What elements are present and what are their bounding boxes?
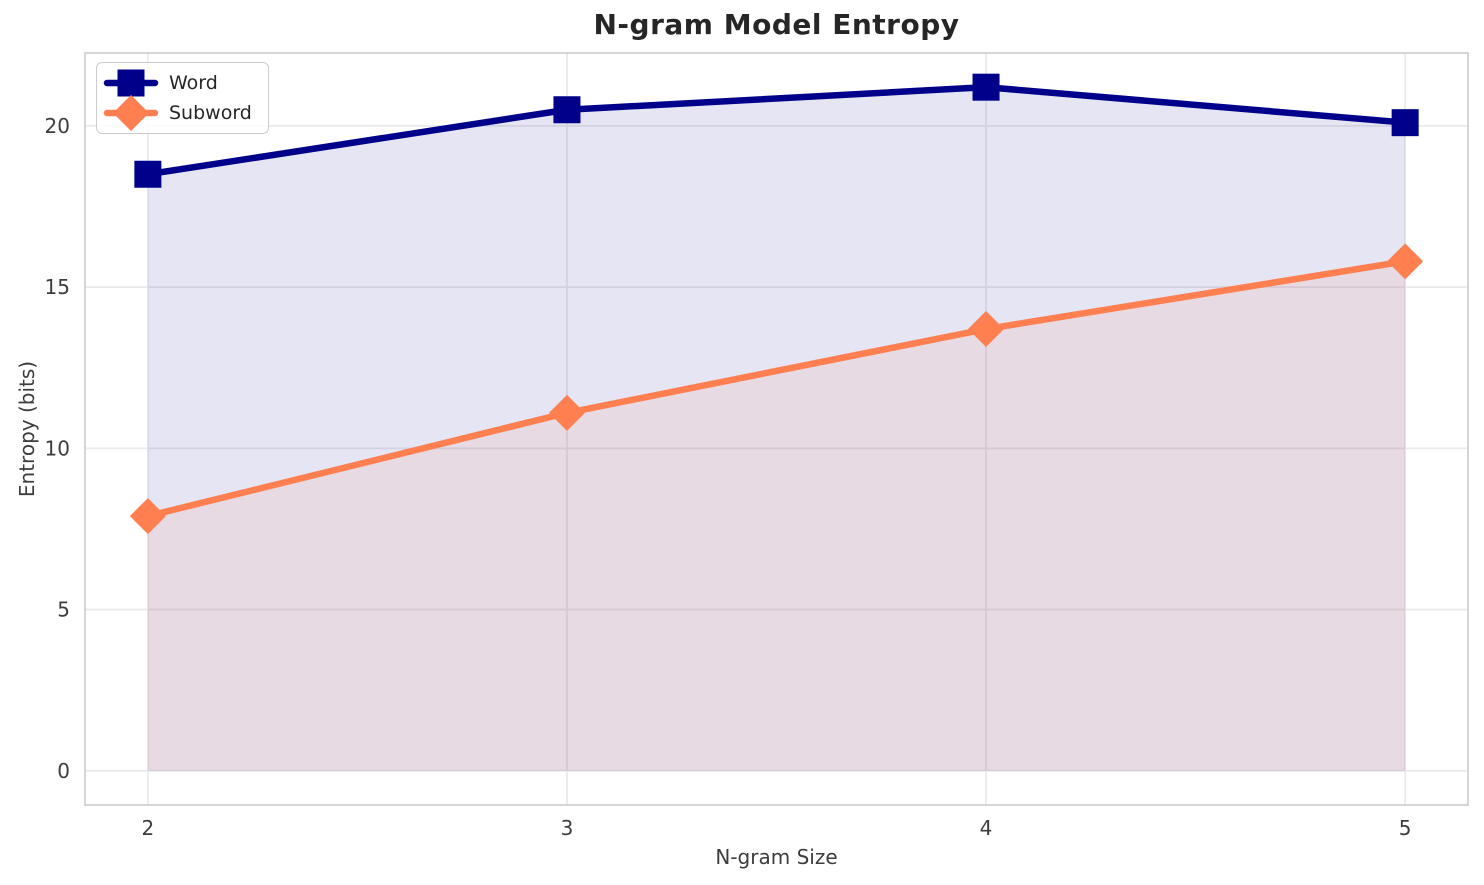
subword-line <box>144 258 1409 520</box>
y-tick-label-10: 10 <box>45 436 70 460</box>
subword-marker-3 <box>548 394 585 431</box>
plot-border <box>84 52 1469 806</box>
x-tick-label-5: 5 <box>1399 816 1412 840</box>
y-tick-label-5: 5 <box>57 598 70 622</box>
word-line <box>144 83 1409 178</box>
word-marker-2 <box>134 160 162 188</box>
subword-marker-5 <box>1387 243 1424 280</box>
legend-label-word: Word <box>169 72 218 94</box>
word-marker-3 <box>553 96 581 124</box>
y-tick-label-20: 20 <box>45 114 70 138</box>
legend-label-subword: Subword <box>169 102 252 124</box>
legend-item-subword: Subword <box>103 95 252 131</box>
subword-area-fill <box>147 261 1406 771</box>
y-tick-label-0: 0 <box>57 759 70 783</box>
word-area-fill <box>147 87 1406 771</box>
legend-item-word: Word <box>103 68 252 98</box>
subword-marker-2 <box>129 498 166 535</box>
subword-marker-4 <box>968 311 1005 348</box>
y-axis-label: Entropy (bits) <box>15 360 39 498</box>
x-tick-label-4: 4 <box>980 816 993 840</box>
x-axis-label: N-gram Size <box>715 845 838 869</box>
x-tick-label-3: 3 <box>561 816 574 840</box>
x-tick-label-2: 2 <box>141 816 154 840</box>
word-marker-4 <box>972 73 1000 101</box>
y-tick-label-15: 15 <box>45 275 70 299</box>
word-marker-5 <box>1391 109 1419 137</box>
legend: Word Subword <box>96 62 269 134</box>
chart-title: N-gram Model Entropy <box>593 8 960 41</box>
subword-diamond-marker-icon <box>103 95 159 131</box>
word-square-marker-icon <box>103 69 159 97</box>
